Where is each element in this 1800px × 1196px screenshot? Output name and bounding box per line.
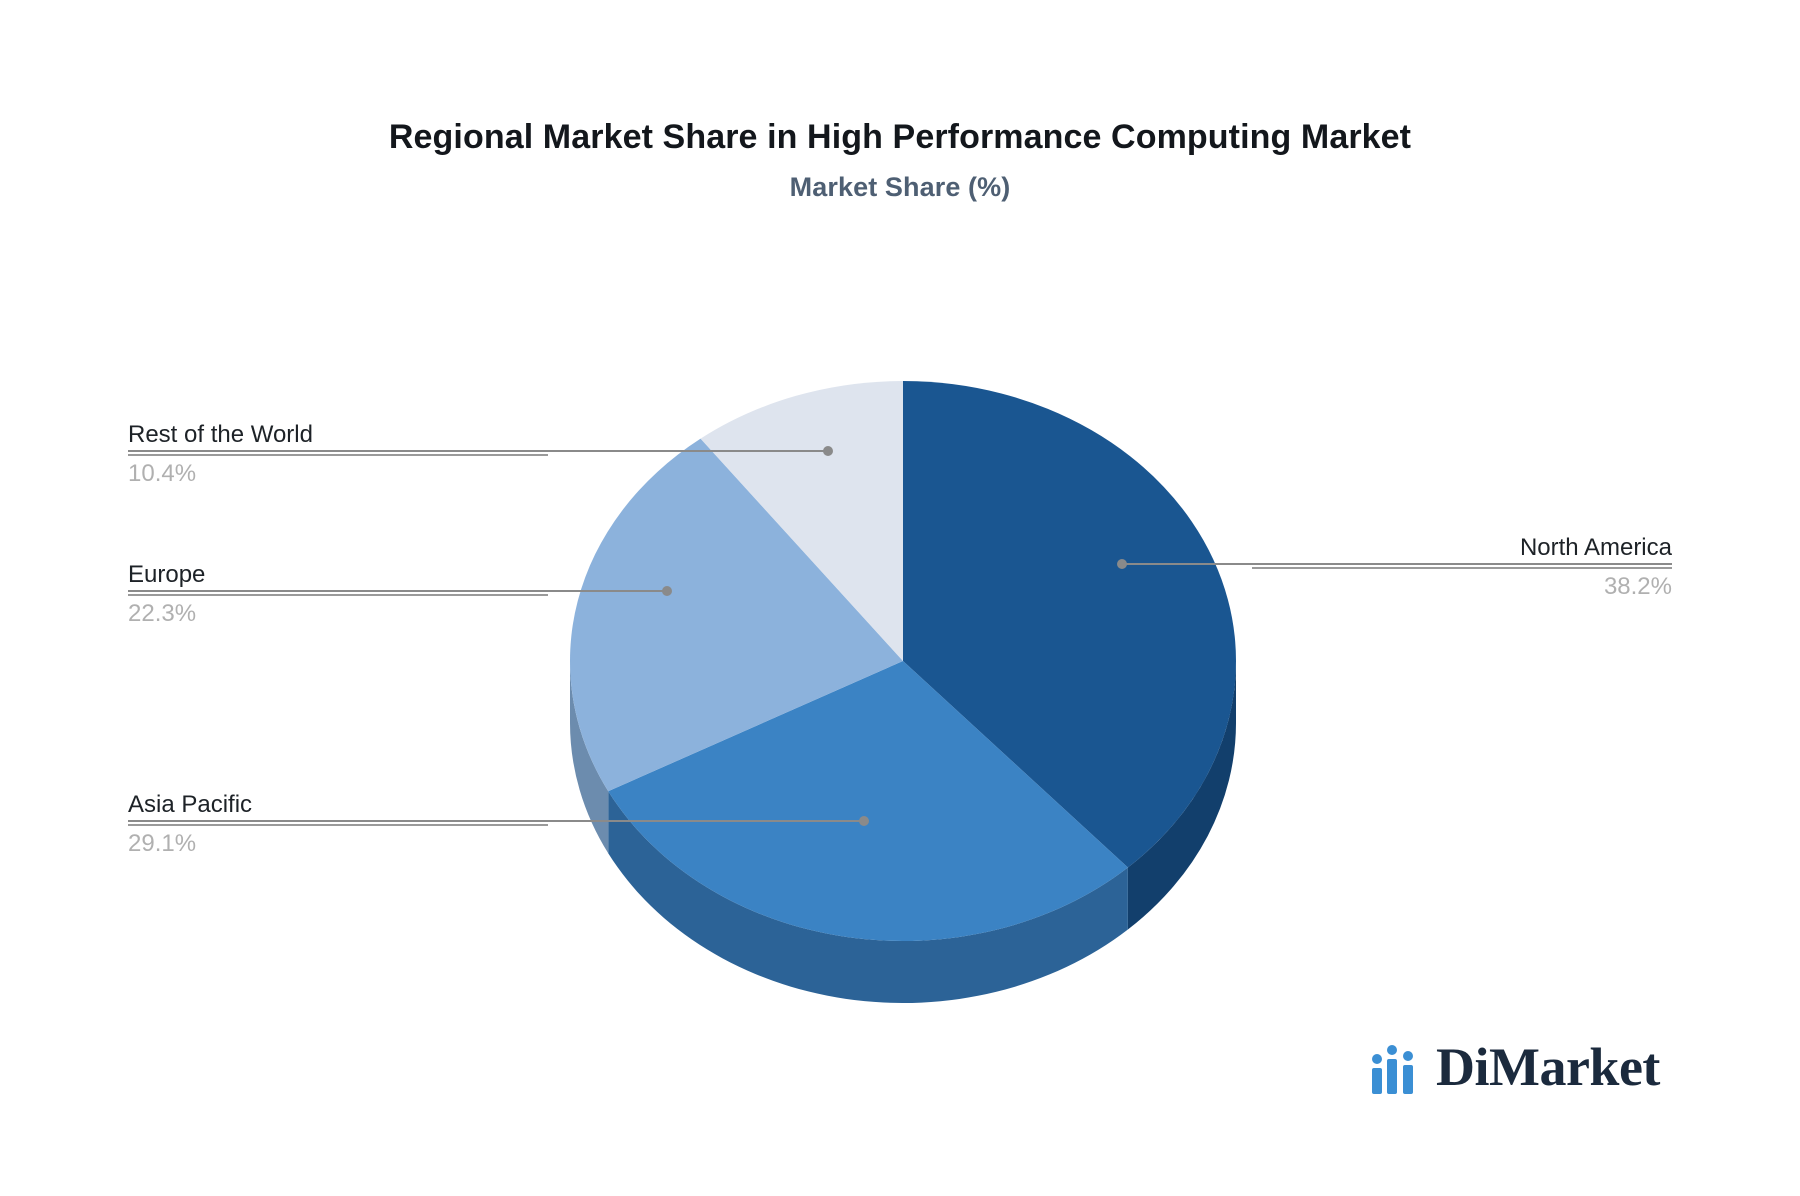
callout-label-north-america: North America bbox=[1519, 534, 1672, 561]
leader-line-asia-pacific bbox=[128, 816, 869, 826]
pie-top-faces bbox=[570, 381, 1237, 941]
callout-rule-rest-of-the-world bbox=[128, 454, 548, 456]
chart-subtitle: Market Share (%) bbox=[789, 172, 1011, 202]
callout-value-north-america: 38.2% bbox=[1603, 573, 1672, 600]
leader-line-rest-of-the-world bbox=[128, 446, 833, 456]
pie-slice-north-america[interactable] bbox=[903, 381, 1237, 868]
callout-label-europe: Europe bbox=[128, 561, 206, 588]
bar-chart-icon bbox=[1372, 1045, 1413, 1094]
leader-line-europe bbox=[128, 586, 672, 596]
chart-title: Regional Market Share in High Performanc… bbox=[388, 118, 1412, 156]
pie-slice-side-europe bbox=[570, 661, 609, 854]
callout-rest-of-the-world: Rest of the World 10.4% bbox=[128, 420, 548, 489]
callout-label-asia-pacific: Asia Pacific bbox=[128, 791, 253, 818]
callout-value-europe: 22.3% bbox=[128, 600, 197, 627]
callout-rule-asia-pacific bbox=[128, 824, 548, 826]
callout-rule-north-america bbox=[1252, 567, 1672, 569]
leader-line-north-america bbox=[1117, 559, 1672, 569]
callout-rule-europe bbox=[128, 594, 548, 596]
callout-north-america: North America 38.2% bbox=[1252, 533, 1672, 602]
brand-logo: DiMarket bbox=[1370, 1040, 1660, 1094]
pie-slice-side-asia-pacific bbox=[608, 791, 1128, 1004]
pie-depth-sides bbox=[570, 661, 1236, 1004]
leader-lines bbox=[128, 446, 1672, 826]
callout-label-rest-of-the-world: Rest of the World bbox=[128, 421, 313, 448]
pie-slice-europe[interactable] bbox=[570, 438, 903, 792]
callout-europe: Europe 22.3% bbox=[128, 560, 548, 629]
brand-logo-text: DiMarket bbox=[1436, 1037, 1660, 1097]
callout-asia-pacific: Asia Pacific 29.1% bbox=[128, 790, 548, 859]
pie-slice-side-north-america bbox=[1127, 661, 1236, 930]
callout-value-rest-of-the-world: 10.4% bbox=[128, 460, 197, 487]
callout-value-asia-pacific: 29.1% bbox=[128, 830, 197, 857]
pie-slice-asia-pacific[interactable] bbox=[608, 661, 1128, 941]
